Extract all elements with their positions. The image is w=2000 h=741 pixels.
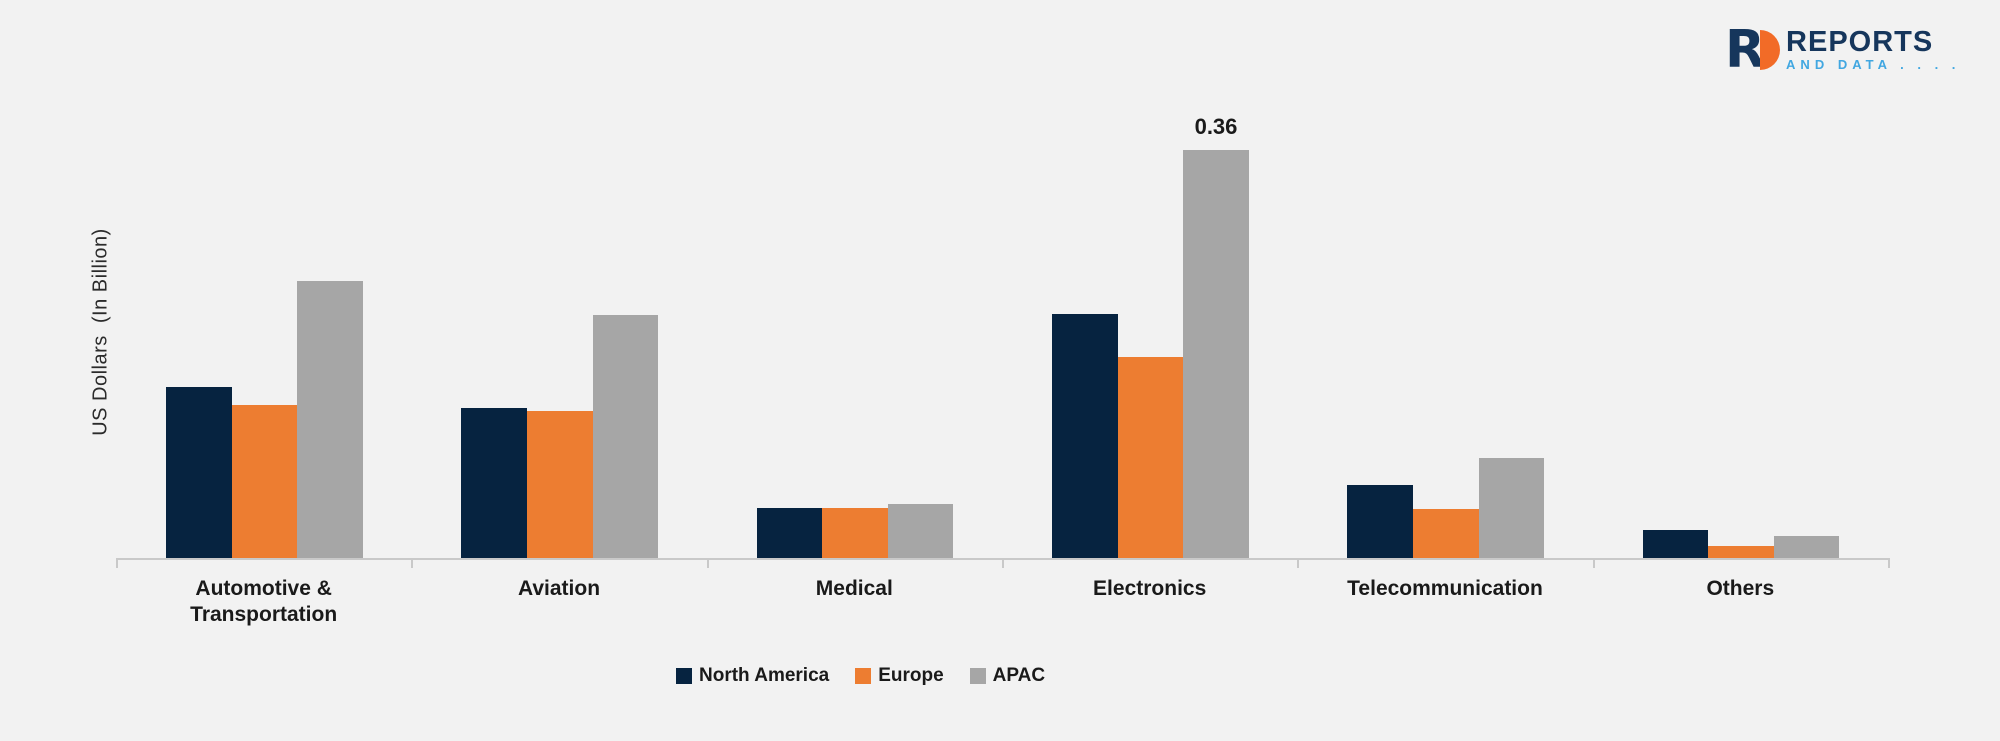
legend-label-europe: Europe — [878, 665, 944, 686]
legend-item-europe: Europe — [855, 665, 944, 687]
x-axis-tick — [1592, 558, 1595, 568]
bar-apac-automotive-transportation — [297, 281, 363, 558]
legend-label-north-america: North America — [699, 665, 830, 686]
x-axis-tick — [1297, 558, 1300, 568]
legend-label-apac: APAC — [992, 665, 1046, 686]
y-axis-title: US Dollars (In Billion) — [89, 228, 112, 436]
x-axis-tick — [706, 558, 709, 568]
bar-europe-others — [1708, 545, 1774, 558]
legend-item-north-america: North America — [676, 665, 829, 687]
legend-item-apac: APAC — [969, 665, 1046, 687]
bar-apac-telecommunication — [1478, 458, 1545, 558]
logo-reports-text: REPORTS — [1786, 26, 1934, 58]
x-axis-tick — [1888, 558, 1890, 568]
category-label-aviation: Aviation — [517, 577, 601, 600]
x-axis-tick — [411, 558, 414, 568]
category-label-telecommunication: Telecommunication — [1347, 577, 1543, 600]
logo-anddata-text: AND DATA . . . . — [1786, 57, 1961, 72]
bar-north-america-electronics — [1052, 314, 1118, 558]
bar-north-america-others — [1642, 529, 1709, 558]
brand-logo: R REPORTS AND DATA . . . . — [1725, 24, 1960, 76]
logo-r-glyph: R — [1725, 20, 1765, 80]
bar-europe-automotive-transportation — [231, 405, 298, 558]
bar-north-america-aviation — [461, 408, 527, 558]
category-label-automotive-transportation: Automotive & Transportation — [190, 577, 338, 626]
data-label-apac-electronics: 0.36 — [1194, 114, 1238, 139]
brand-logo-icon: R — [1725, 20, 1781, 80]
legend-swatch-europe — [855, 668, 872, 684]
bar-apac-electronics — [1183, 150, 1249, 558]
legend-swatch-north-america — [676, 668, 692, 684]
bar-apac-medical — [887, 503, 954, 558]
bar-north-america-automotive-transportation — [166, 386, 232, 558]
legend: North America Europe APAC — [676, 665, 1045, 687]
bar-apac-others — [1773, 536, 1840, 558]
bar-europe-telecommunication — [1412, 509, 1479, 558]
brand-logo-text: REPORTS AND DATA . . . . — [1786, 27, 1960, 73]
bar-north-america-medical — [756, 508, 823, 558]
bar-europe-electronics — [1117, 357, 1184, 558]
legend-swatch-apac — [969, 668, 986, 684]
bar-apac-aviation — [592, 315, 659, 558]
logo-d-shape — [1760, 30, 1781, 70]
x-axis-tick — [1002, 558, 1004, 568]
x-axis-tick — [116, 558, 118, 568]
category-label-medical: Medical — [815, 577, 893, 600]
category-label-electronics: Electronics — [1093, 577, 1207, 600]
category-label-others: Others — [1706, 577, 1775, 600]
bar-europe-aviation — [526, 410, 593, 558]
bar-north-america-telecommunication — [1347, 485, 1413, 558]
bar-europe-medical — [822, 508, 888, 558]
